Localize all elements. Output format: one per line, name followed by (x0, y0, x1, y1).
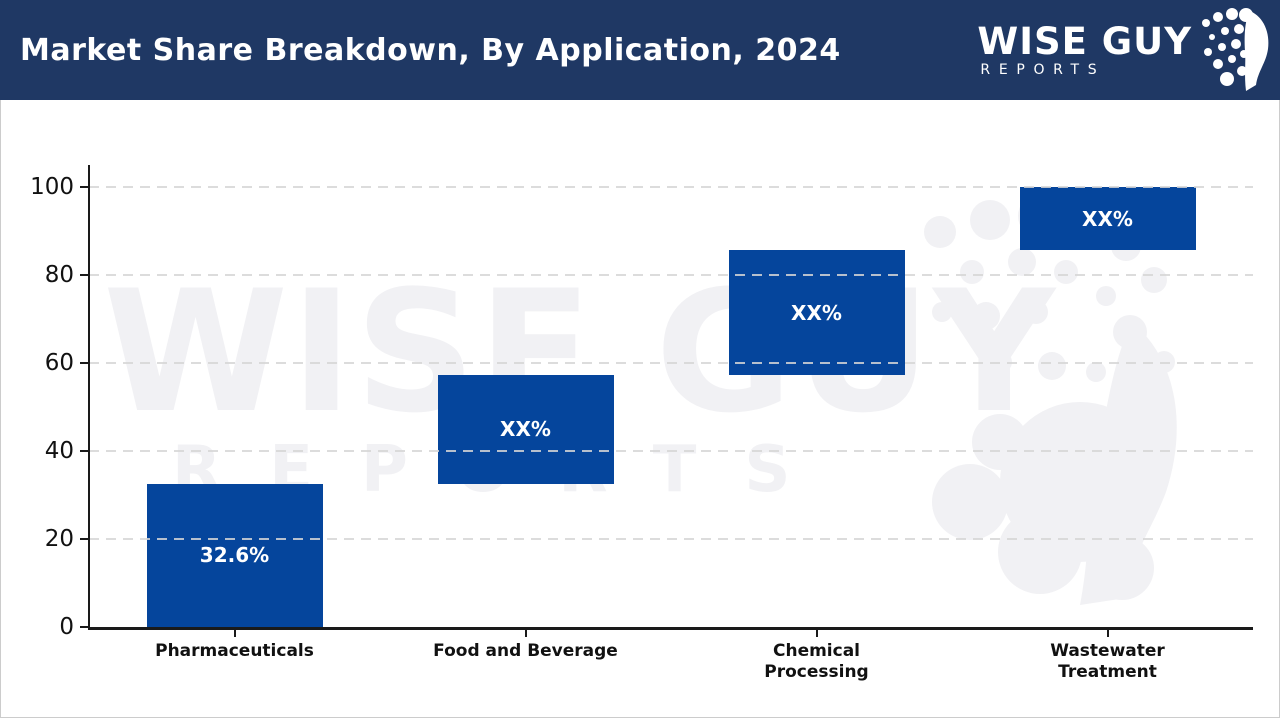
y-tick (80, 626, 89, 628)
y-axis-spine (88, 165, 90, 629)
x-category-label-line: Chemical (772, 641, 861, 661)
x-tick (233, 630, 236, 637)
y-tick (80, 274, 89, 276)
y-tick (80, 186, 89, 188)
x-category-label: Pharmaceuticals (125, 641, 345, 662)
x-category-label: Chemical Processing (707, 641, 927, 683)
x-category-label-line: Processing (764, 662, 869, 682)
grid-line (89, 274, 1253, 276)
bar-value-label: XX% (791, 300, 842, 325)
bar-value-label: XX% (1082, 206, 1133, 231)
x-category-label: Food and Beverage (416, 641, 636, 662)
y-tick-label: 60 (44, 350, 74, 376)
chart-title: Market Share Breakdown, By Application, … (20, 32, 841, 68)
logo-wordmark: WISE GUY (977, 20, 1192, 63)
bar: XX% (1019, 187, 1196, 251)
y-tick-label: 100 (30, 174, 74, 200)
x-category-label-line: Food and Beverage (433, 641, 618, 661)
y-tick-label: 0 (59, 614, 74, 640)
x-category-label: Wastewater Treatment (998, 641, 1218, 683)
header-bar: Market Share Breakdown, By Application, … (0, 0, 1280, 100)
x-tick (815, 630, 818, 637)
grid-line (89, 362, 1253, 364)
y-tick (80, 538, 89, 540)
grid-line (89, 450, 1253, 452)
y-tick-label: 40 (44, 438, 74, 464)
logo-subtext: REPORTS (980, 62, 1106, 78)
brand-logo: WISE GUY REPORTS (977, 6, 1272, 94)
bar: XX% (437, 375, 614, 484)
logo-face-icon (1202, 8, 1269, 91)
grid-line (89, 186, 1253, 188)
x-category-label-line: Pharmaceuticals (155, 641, 314, 661)
y-tick (80, 450, 89, 452)
bar: 32.6% (146, 483, 323, 627)
y-tick-label: 80 (44, 262, 74, 288)
x-tick (1106, 630, 1109, 637)
grid-line (89, 538, 1253, 540)
x-tick (524, 630, 527, 637)
x-category-label-line: Wastewater (1050, 641, 1165, 661)
y-tick-label: 20 (44, 526, 74, 552)
bar-value-label: 32.6% (199, 543, 270, 568)
x-axis-line (88, 627, 1253, 630)
y-tick (80, 362, 89, 364)
brand-logo-text: WISE GUY REPORTS (977, 23, 1192, 77)
x-category-label-line: Treatment (1058, 662, 1157, 682)
bar-value-label: XX% (500, 417, 551, 442)
bar: XX% (728, 250, 905, 376)
